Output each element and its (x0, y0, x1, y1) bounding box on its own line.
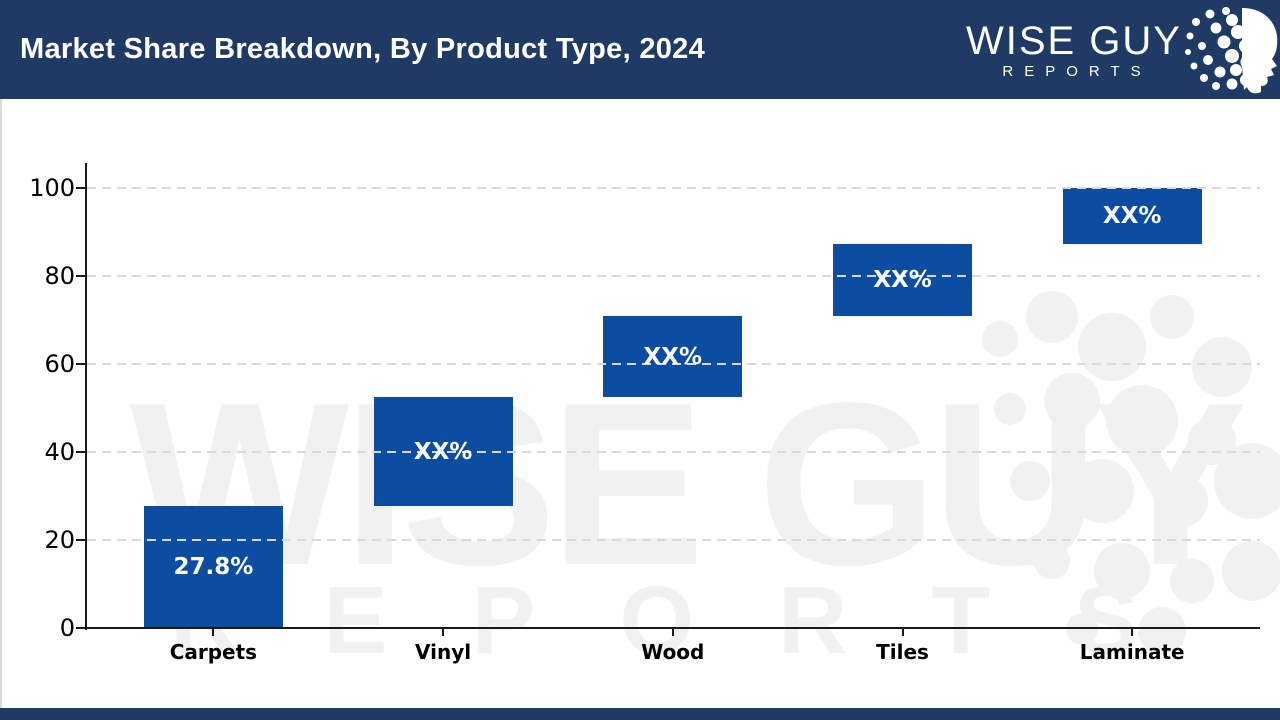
gridline (87, 539, 1260, 541)
logo-text: WISE GUY REPORTS (966, 21, 1182, 79)
wiseguy-logo: WISE GUY REPORTS (966, 0, 1280, 99)
header: Market Share Breakdown, By Product Type,… (0, 0, 1280, 99)
watermark-head-icon (982, 291, 1280, 655)
y-tick-label: 20 (44, 526, 75, 554)
y-tick-mark (76, 275, 85, 277)
bar-value-label: XX% (873, 266, 932, 293)
y-tick-mark (76, 363, 85, 365)
x-tick-mark (442, 629, 445, 636)
chart-area: WISE GUY REPORTS 0 20 40 60 80 100 27.8% Carpet… (0, 99, 1280, 708)
y-tick-label: 0 (59, 614, 75, 642)
y-tick-label: 80 (44, 262, 75, 290)
gridline (87, 187, 1260, 189)
y-tick-mark (76, 187, 85, 189)
watermark: WISE GUY REPORTS (130, 355, 1248, 669)
footer-bar (0, 708, 1280, 720)
x-tick-mark (212, 629, 215, 636)
gridline (87, 363, 1260, 365)
x-axis-label-tiles: Tiles (876, 640, 929, 664)
x-tick-mark (671, 629, 674, 636)
y-tick-label: 40 (44, 438, 75, 466)
y-tick-mark (76, 627, 85, 629)
x-axis-label-carpets: Carpets (169, 640, 258, 664)
logo-brand-subtitle: REPORTS (1002, 62, 1152, 80)
bar-value-label: XX% (413, 438, 473, 465)
bar-tiles (833, 243, 972, 317)
gridline (87, 451, 1260, 453)
y-tick-mark (76, 451, 85, 453)
x-tick-mark (901, 629, 904, 636)
logo-brand-name: WISE GUY (965, 18, 1182, 63)
x-axis-line (85, 627, 1260, 629)
y-axis-line (85, 163, 87, 630)
y-tick-mark (76, 539, 85, 541)
bar-wood (603, 316, 743, 398)
x-axis-label-laminate: Laminate (1079, 640, 1185, 664)
watermark-brand-name: WISE GUY (130, 355, 1248, 614)
x-axis-label-wood: Wood (641, 640, 705, 664)
bar-value-label: 27.8% (173, 553, 254, 580)
y-tick-label: 100 (29, 174, 75, 202)
x-axis-label-vinyl: Vinyl (415, 640, 472, 664)
bar-carpets (143, 505, 283, 628)
chart-title: Market Share Breakdown, By Product Type,… (20, 33, 706, 65)
x-tick-mark (1131, 629, 1134, 636)
bar-value-label: XX% (1102, 202, 1162, 229)
y-tick-label: 60 (44, 350, 75, 378)
logo-head-icon (1185, 6, 1278, 93)
gridline (87, 275, 1260, 277)
bar-laminate (1062, 188, 1202, 244)
bar-value-label: XX% (643, 343, 703, 370)
